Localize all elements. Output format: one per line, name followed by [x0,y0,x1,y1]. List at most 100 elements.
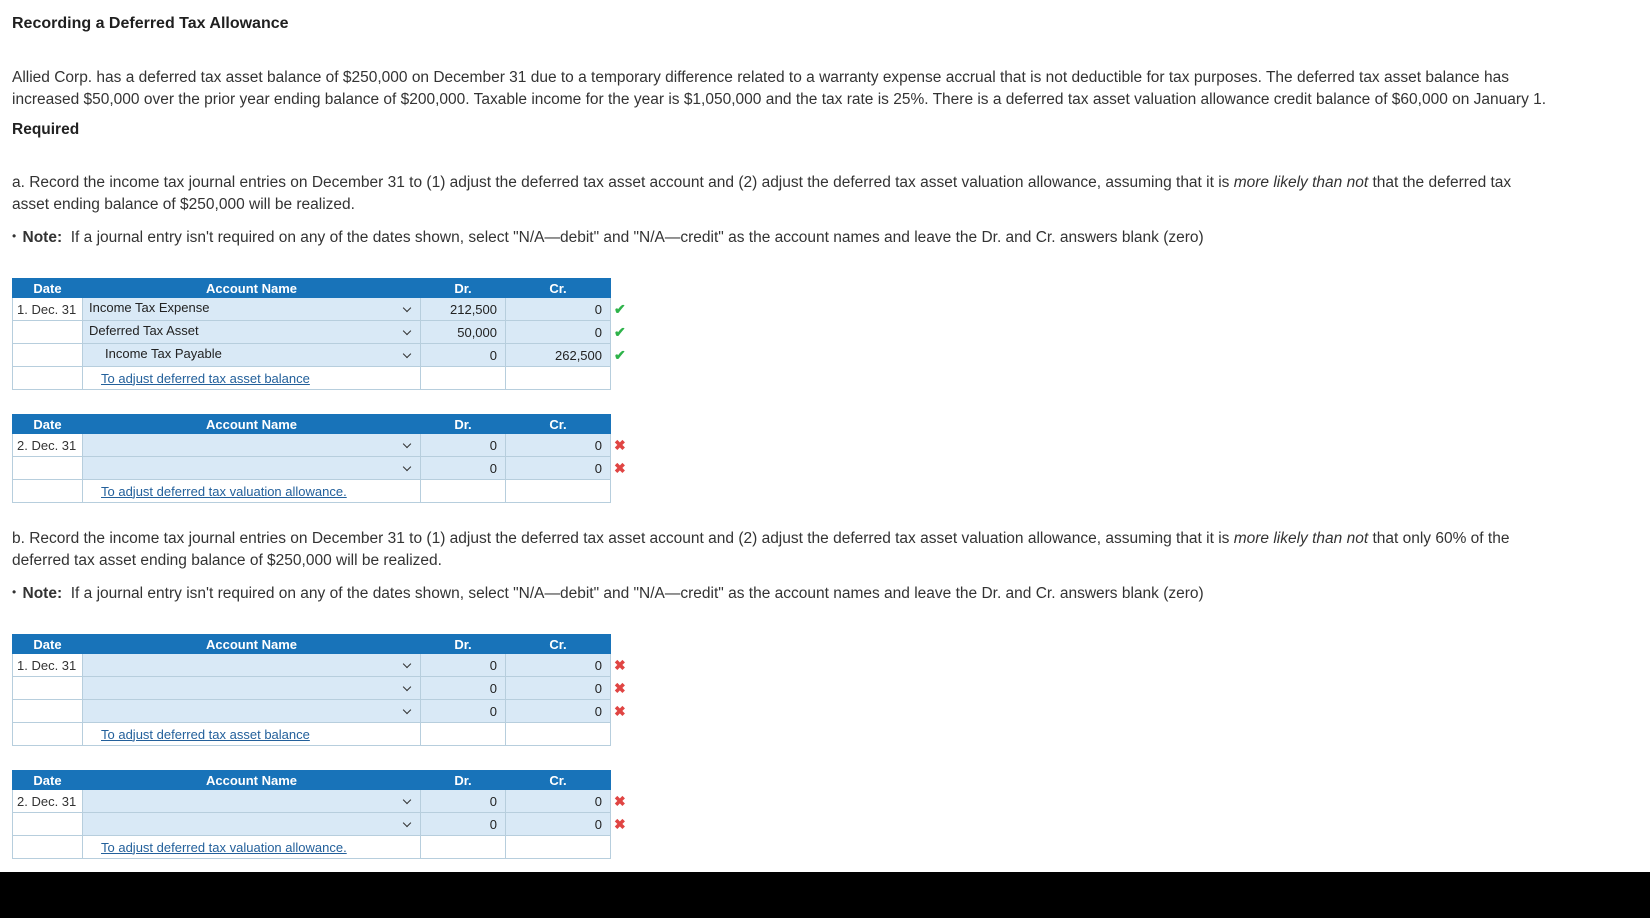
credit-cell-empty [505,722,611,746]
credit-input[interactable]: 0 [505,320,611,344]
debit-input[interactable]: 0 [420,676,506,700]
credit-input[interactable]: 0 [505,699,611,723]
incorrect-icon: ✖ [614,679,626,696]
date-cell: 2. Dec. 31 [12,433,83,457]
header-dr: Dr. [420,414,506,434]
journal-row: 0 0 ✖ [12,699,633,723]
chevron-down-icon [402,682,412,692]
credit-input[interactable]: 0 [505,653,611,677]
chevron-down-icon [402,326,412,336]
part-b-prefix: b. Record the income tax journal entries… [12,530,1234,547]
note-b: • Note: If a journal entry isn't require… [12,582,1634,604]
account-select[interactable] [82,812,421,836]
account-select[interactable]: Income Tax Payable [82,343,421,367]
part-b-instructions: b. Record the income tax journal entries… [12,528,1547,572]
account-select-value: Deferred Tax Asset [89,323,199,338]
journal-row: Income Tax Payable 0 262,500 ✔ [12,343,633,367]
credit-input[interactable]: 0 [505,297,611,321]
journal-table-b1: Date Account Name Dr. Cr. 1. Dec. 31 0 0… [12,634,633,746]
header-spacer [611,635,633,654]
chevron-down-icon [402,349,412,359]
note-a-text: If a journal entry isn't required on any… [70,229,1204,246]
debit-input[interactable]: 212,500 [420,297,506,321]
credit-input[interactable]: 0 [505,812,611,836]
part-a-instructions: a. Record the income tax journal entries… [12,172,1547,216]
account-select[interactable] [82,676,421,700]
part-a-suffix: that the deferred tax asset ending balan… [12,174,1512,213]
debit-input[interactable]: 0 [420,812,506,836]
credit-input[interactable]: 0 [505,676,611,700]
page-title: Recording a Deferred Tax Allowance [12,15,289,32]
table-header-row: Date Account Name Dr. Cr. [12,278,633,298]
date-cell [12,343,83,367]
date-cell [12,320,83,344]
description-select[interactable]: To adjust deferred tax valuation allowan… [101,483,347,499]
date-cell: 2. Dec. 31 [12,789,83,813]
description-row: To adjust deferred tax asset balance [12,722,633,746]
correct-icon: ✔ [614,323,626,340]
bottom-bar [0,872,1650,918]
credit-input[interactable]: 262,500 [505,343,611,367]
grade-cell: ✖ [611,790,633,813]
debit-input[interactable]: 0 [420,456,506,480]
account-select[interactable] [82,433,421,457]
description-cell: To adjust deferred tax valuation allowan… [82,479,421,503]
chevron-down-icon [402,303,412,313]
header-account-name: Account Name [82,414,421,434]
header-date: Date [12,414,83,434]
account-select[interactable]: Income Tax Expense [82,297,421,321]
description-cell: To adjust deferred tax asset balance [82,366,421,390]
date-cell [12,812,83,836]
incorrect-icon: ✖ [614,815,626,832]
credit-input[interactable]: 0 [505,789,611,813]
debit-input[interactable]: 0 [420,433,506,457]
journal-row: Deferred Tax Asset 50,000 0 ✔ [12,320,633,344]
journal-row: 0 0 ✖ [12,456,633,480]
chevron-down-icon [402,462,412,472]
note-a: • Note: If a journal entry isn't require… [12,226,1634,248]
required-label: Required [12,121,80,138]
date-cell [12,456,83,480]
date-cell-empty [12,479,83,503]
credit-input[interactable]: 0 [505,433,611,457]
description-row: To adjust deferred tax asset balance [12,366,633,390]
incorrect-icon: ✖ [614,792,626,809]
debit-input[interactable]: 50,000 [420,320,506,344]
header-date: Date [12,770,83,790]
date-cell [12,699,83,723]
credit-cell-empty [505,366,611,390]
debit-input[interactable]: 0 [420,653,506,677]
grade-cell-empty [610,479,633,503]
description-select[interactable]: To adjust deferred tax valuation allowan… [101,839,347,855]
journal-row: 0 0 ✖ [12,812,633,836]
debit-input[interactable]: 0 [420,789,506,813]
bullet-icon: • [12,585,17,599]
journal-row: 2. Dec. 31 0 0 ✖ [12,433,633,457]
debit-input[interactable]: 0 [420,343,506,367]
journal-row: 0 0 ✖ [12,676,633,700]
account-select[interactable] [82,653,421,677]
chevron-down-icon [402,795,412,805]
header-date: Date [12,634,83,654]
date-cell: 1. Dec. 31 [12,297,83,321]
chevron-down-icon [402,439,412,449]
description-row: To adjust deferred tax valuation allowan… [12,479,633,503]
account-select[interactable] [82,789,421,813]
header-date: Date [12,278,83,298]
debit-cell-empty [420,722,506,746]
header-dr: Dr. [420,278,506,298]
grade-cell: ✔ [611,344,633,367]
note-a-label: Note: [22,229,63,246]
description-select[interactable]: To adjust deferred tax asset balance [101,370,310,386]
description-cell: To adjust deferred tax valuation allowan… [82,835,421,859]
account-select[interactable]: Deferred Tax Asset [82,320,421,344]
debit-cell-empty [420,366,506,390]
account-select[interactable] [82,699,421,723]
account-select[interactable] [82,456,421,480]
part-b-suffix: that only 60% of the deferred tax asset … [12,530,1510,569]
credit-input[interactable]: 0 [505,456,611,480]
header-cr: Cr. [505,278,611,298]
description-select[interactable]: To adjust deferred tax asset balance [101,726,310,742]
header-cr: Cr. [505,770,611,790]
debit-input[interactable]: 0 [420,699,506,723]
